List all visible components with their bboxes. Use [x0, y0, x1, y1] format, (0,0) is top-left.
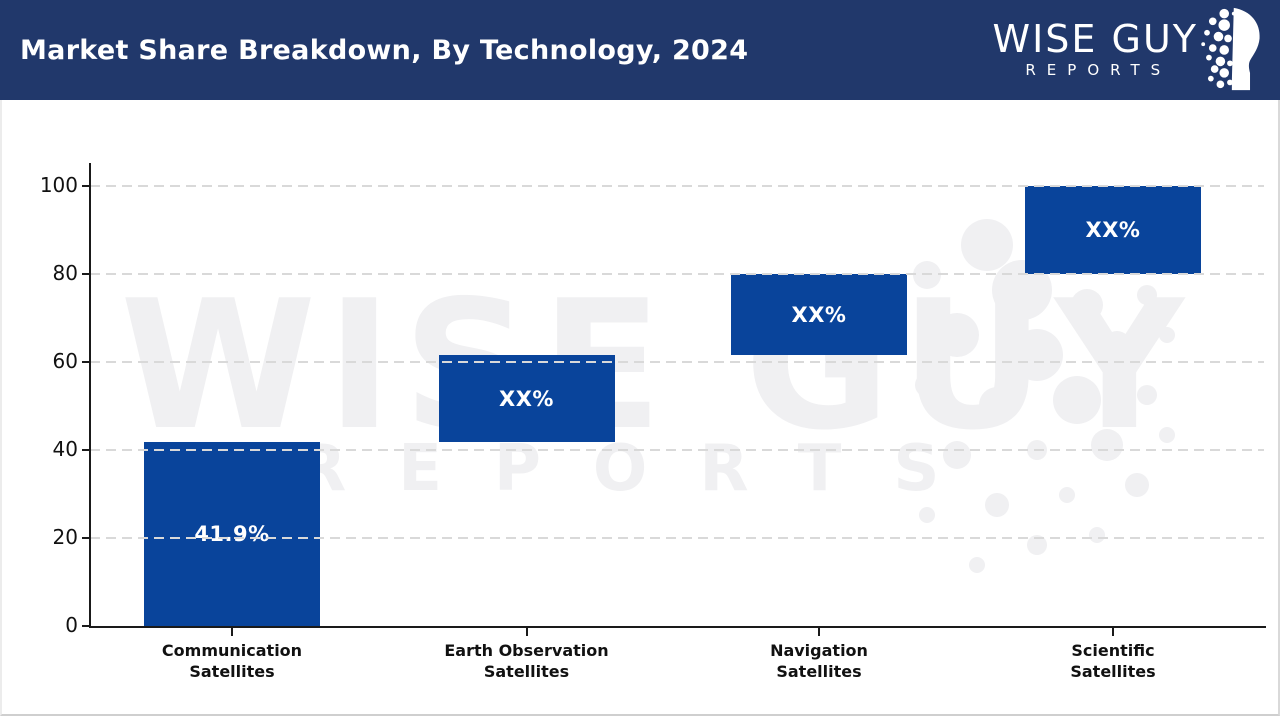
- bar-scientific: XX%: [1025, 186, 1201, 274]
- gridline-60: [90, 361, 1264, 363]
- y-tick-label-80: 80: [52, 261, 78, 285]
- x-tick-1: [525, 628, 528, 636]
- logo-subtitle: REPORTS: [1025, 61, 1172, 79]
- y-tick-label-100: 100: [39, 173, 78, 197]
- wise-guy-reports-logo: WISE GUY REPORTS: [993, 6, 1266, 92]
- bar-earth-observation: XX%: [438, 355, 615, 442]
- y-tick-label-0: 0: [65, 613, 78, 637]
- bar-value-label: XX%: [1085, 218, 1141, 242]
- y-tick-label-40: 40: [52, 437, 78, 461]
- bar-value-label: XX%: [499, 386, 554, 411]
- y-tick-label-60: 60: [52, 349, 78, 373]
- chart-area: WISE GUY REPORTS 0 20 40 60 80 100 41.9% Commun…: [0, 100, 1280, 716]
- gridline-100: [90, 185, 1264, 187]
- y-tick-60: [82, 361, 90, 363]
- category-label-2: Navigation Satellites: [770, 641, 868, 681]
- category-label-0: Communication Satellites: [161, 641, 303, 681]
- bar-navigation: XX%: [731, 274, 907, 356]
- logo-text: WISE GUY REPORTS: [993, 19, 1198, 79]
- y-axis-line: [89, 163, 91, 628]
- logo-wordmark: WISE GUY: [992, 17, 1198, 61]
- y-tick-0: [82, 625, 90, 627]
- dotted-head-icon: [1201, 7, 1260, 91]
- category-label-3: Scientific Satellites: [1070, 641, 1156, 681]
- x-tick-3: [1112, 628, 1114, 636]
- gridline-20: [90, 537, 1264, 539]
- x-tick-0: [231, 628, 233, 636]
- y-tick-40: [82, 449, 90, 451]
- gridline-40: [90, 449, 1264, 451]
- category-label-1: Earth Observation Satellites: [444, 641, 609, 681]
- watermark-subtitle: REPORTS: [297, 432, 992, 506]
- bar-communication: 41.9%: [144, 441, 320, 626]
- bar-value-label: 41.9%: [194, 521, 270, 546]
- y-tick-80: [82, 273, 90, 275]
- gridline-80: [90, 273, 1264, 275]
- y-tick-20: [82, 537, 90, 539]
- bar-value-label: XX%: [791, 302, 847, 327]
- x-tick-2: [818, 628, 820, 636]
- page-title: Market Share Breakdown, By Technology, 2…: [20, 34, 749, 66]
- y-tick-100: [82, 185, 90, 187]
- y-tick-label-20: 20: [52, 525, 78, 549]
- header-bar: Market Share Breakdown, By Technology, 2…: [0, 0, 1280, 100]
- x-axis-line: [89, 626, 1266, 628]
